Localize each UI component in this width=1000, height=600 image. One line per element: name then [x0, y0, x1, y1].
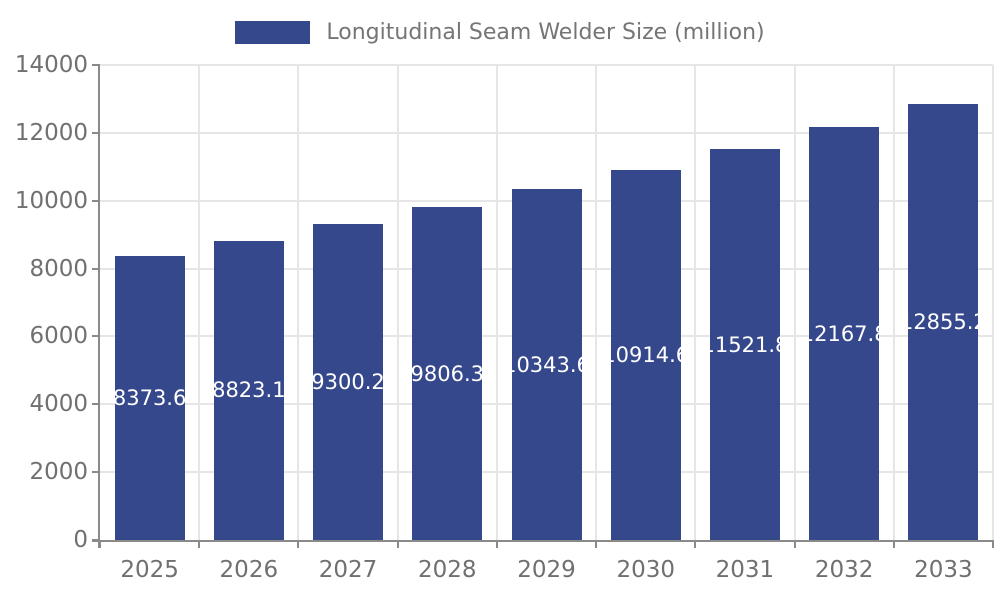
x-axis-label: 2029: [517, 557, 576, 583]
bar-value-label: 9300.2: [313, 370, 384, 395]
bar: 8823.1: [213, 240, 284, 540]
gridline-vertical: [694, 65, 697, 540]
y-axis-tick: [92, 267, 100, 270]
x-axis-tick: [297, 540, 300, 548]
x-axis-tick: [198, 540, 201, 548]
bar: 12167.8: [809, 127, 880, 540]
x-axis-label: 2027: [318, 557, 378, 583]
y-axis-label: 6000: [29, 323, 88, 350]
y-axis-label: 10000: [14, 187, 88, 214]
bar: 8373.6: [114, 255, 185, 540]
y-axis-label: 12000: [14, 119, 88, 146]
bar: 10914.6: [610, 169, 681, 540]
y-axis-line: [98, 65, 100, 548]
bar: 10343.6: [511, 189, 582, 540]
y-axis-label: 8000: [29, 255, 88, 282]
gridline-vertical: [495, 65, 498, 540]
gridline-vertical: [892, 65, 895, 540]
x-axis-tick: [992, 540, 994, 548]
bar-value-label: 10914.6: [611, 342, 681, 367]
gridline-horizontal: [100, 131, 993, 134]
bar-value-label: 10343.6: [512, 352, 582, 377]
x-axis-label: 2026: [219, 557, 279, 583]
x-axis-label: 2025: [120, 557, 179, 583]
gridline-vertical: [297, 65, 300, 540]
bar-value-label: 12855.2: [908, 309, 978, 334]
plot-area: 8373.6 8823.1 9300.2 9806.3 10343.6 10914.6 11…: [100, 64, 994, 540]
gridline-horizontal: [100, 64, 993, 66]
y-axis-label: 4000: [29, 391, 88, 418]
x-axis-tick: [892, 540, 895, 548]
bar: 9806.3: [412, 207, 483, 540]
y-axis-tick: [92, 199, 100, 202]
bar-value-label: 9806.3: [412, 361, 483, 386]
gridline-vertical: [396, 65, 399, 540]
bar-value-label: 11521.8: [710, 332, 780, 357]
x-axis-tick: [396, 540, 399, 548]
x-axis-label: 2033: [914, 557, 973, 583]
chart-legend: Longitudinal Seam Welder Size (million): [0, 10, 1000, 54]
bar-value-label: 12167.8: [809, 321, 879, 346]
bar-value-label: 8373.6: [114, 385, 185, 410]
gridline-vertical: [992, 65, 994, 540]
y-axis-label: 14000: [14, 52, 88, 78]
y-axis-tick: [92, 64, 100, 66]
gridline-vertical: [595, 65, 598, 540]
bar-value-label: 8823.1: [213, 378, 284, 403]
legend-label: Longitudinal Seam Welder Size (million): [326, 19, 765, 45]
x-axis-tick: [99, 540, 101, 548]
x-axis-tick: [793, 540, 796, 548]
x-axis-tick: [595, 540, 598, 548]
x-axis-label: 2030: [616, 557, 675, 583]
gridline-vertical: [793, 65, 796, 540]
y-axis-tick: [92, 471, 100, 474]
y-axis-tick: [92, 403, 100, 406]
gridline-vertical: [198, 65, 201, 540]
y-axis-label: 0: [73, 527, 88, 553]
x-axis-tick: [495, 540, 498, 548]
legend-swatch: [235, 20, 311, 44]
x-axis-label: 2028: [417, 557, 477, 583]
x-axis-tick: [694, 540, 697, 548]
y-axis-tick: [92, 131, 100, 134]
x-axis-line: [92, 540, 993, 542]
y-axis-label: 2000: [29, 459, 88, 486]
x-axis-label: 2032: [814, 557, 874, 583]
bar: 9300.2: [313, 224, 384, 540]
x-axis-label: 2031: [715, 557, 775, 583]
bar: 11521.8: [709, 149, 780, 540]
y-axis-tick: [92, 335, 100, 338]
bar: 12855.2: [908, 103, 979, 540]
